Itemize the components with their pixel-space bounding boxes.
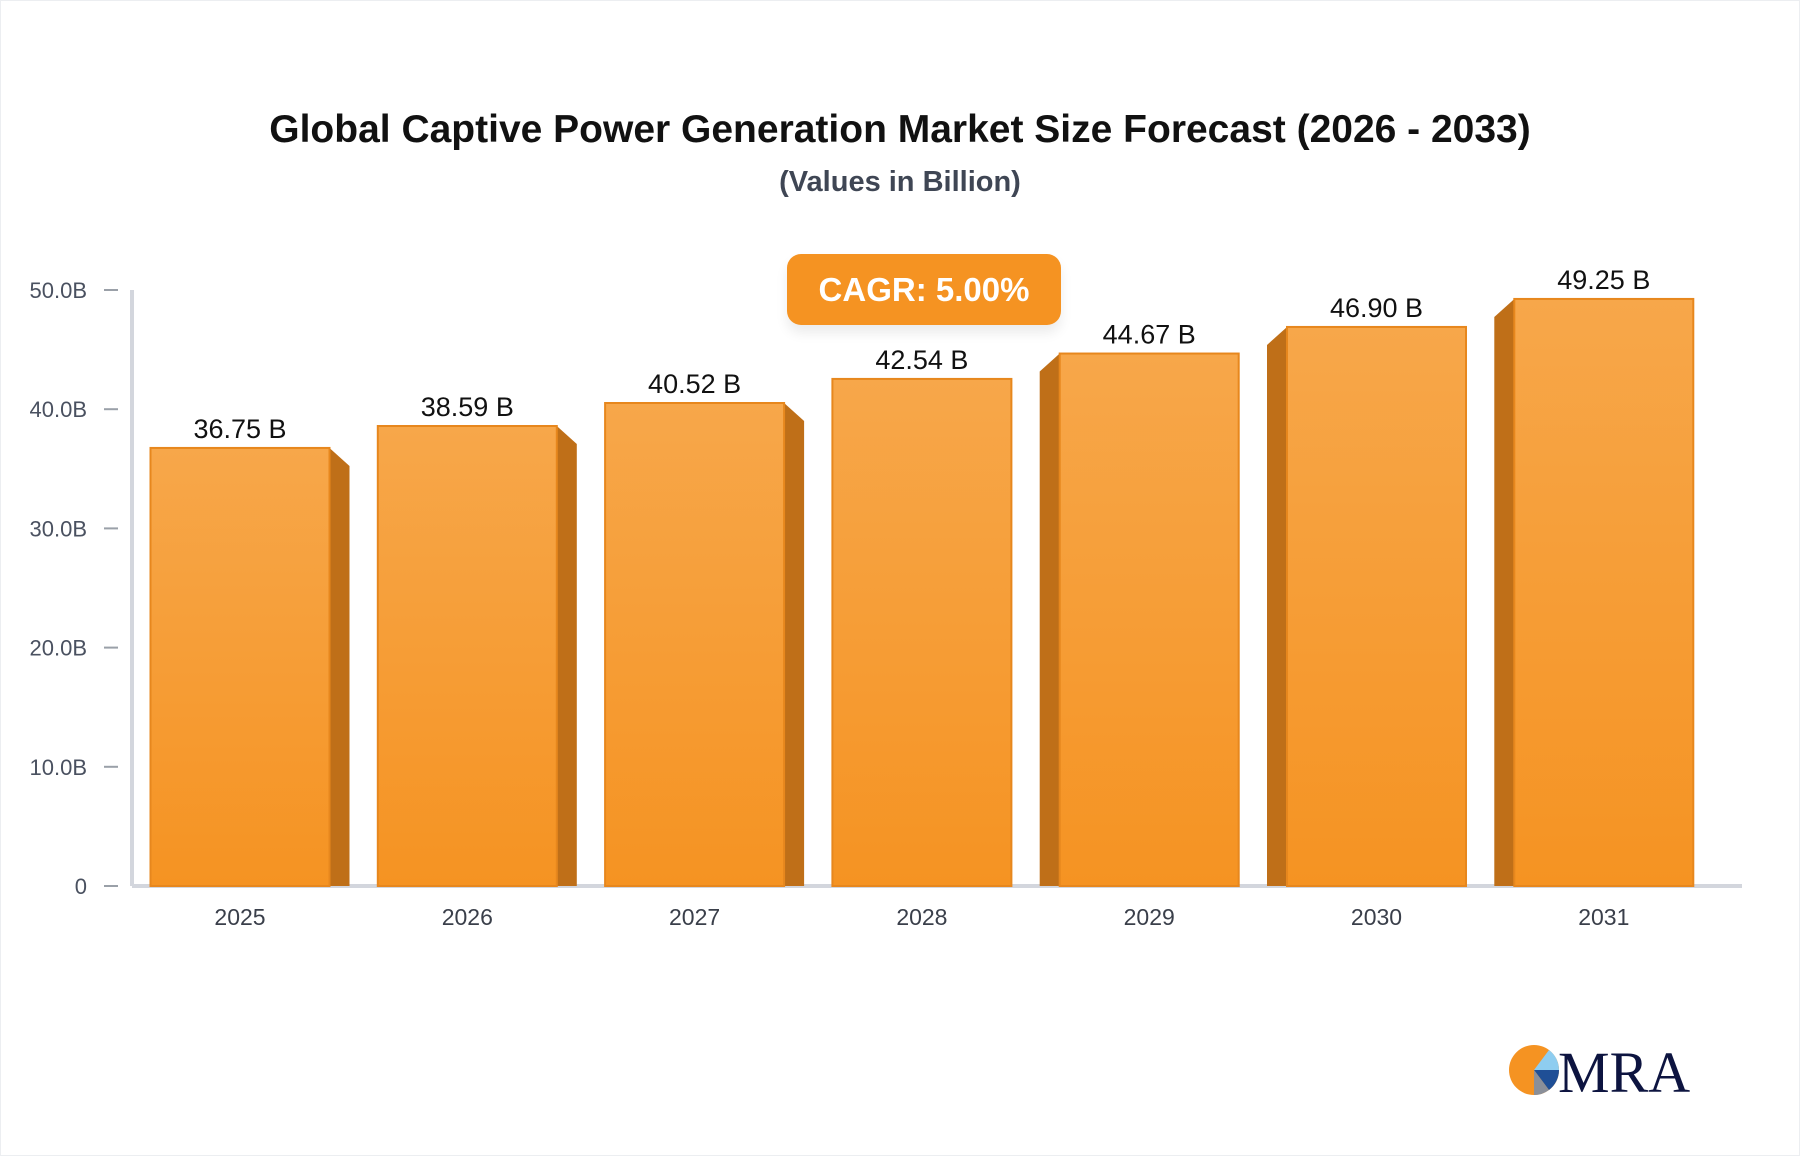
- bar-side: [784, 403, 805, 886]
- x-tick-label: 2030: [1351, 904, 1402, 930]
- bar: [1513, 297, 1695, 887]
- bar-side: [556, 426, 577, 886]
- y-tick-label: 20.0B: [30, 636, 88, 661]
- x-tick-label: 2028: [896, 904, 947, 930]
- bar-side: [1267, 326, 1287, 886]
- bar: [149, 446, 331, 887]
- bar-side: [1494, 298, 1515, 886]
- y-tick-label: 40.0B: [30, 397, 88, 422]
- data-label: 42.54 B: [875, 345, 968, 375]
- x-tick-label: 2027: [669, 904, 720, 930]
- bar: [831, 377, 1013, 887]
- y-tick-label: 30.0B: [30, 516, 88, 541]
- x-tick-label: 2026: [442, 904, 493, 930]
- bar: [1286, 325, 1467, 887]
- y-tick-label: 0: [75, 874, 87, 899]
- bar-side: [329, 447, 350, 886]
- bar-side: [1039, 353, 1060, 887]
- svg-text:MRA: MRA: [1558, 1040, 1690, 1100]
- x-tick-label: 2029: [1124, 904, 1175, 930]
- bar: [376, 425, 558, 887]
- x-tick-label: 2031: [1578, 904, 1629, 930]
- data-label: 49.25 B: [1557, 265, 1650, 295]
- y-tick-label: 50.0B: [30, 278, 88, 303]
- y-tick-label: 10.0B: [30, 755, 88, 780]
- bar: [1058, 352, 1240, 887]
- chart-subtitle: (Values in Billion): [779, 166, 1021, 198]
- cagr-badge: CAGR: 5.00%: [787, 254, 1061, 325]
- data-label: 38.59 B: [421, 392, 514, 422]
- chart-title: Global Captive Power Generation Market S…: [269, 108, 1531, 151]
- data-label: 40.52 B: [648, 369, 741, 399]
- data-label: 46.90 B: [1330, 293, 1423, 323]
- data-label: 36.75 B: [193, 414, 286, 444]
- data-label: 44.67 B: [1103, 320, 1196, 350]
- mra-logo: MRA: [1509, 1040, 1690, 1100]
- bar: [604, 402, 786, 887]
- x-tick-label: 2025: [214, 904, 265, 930]
